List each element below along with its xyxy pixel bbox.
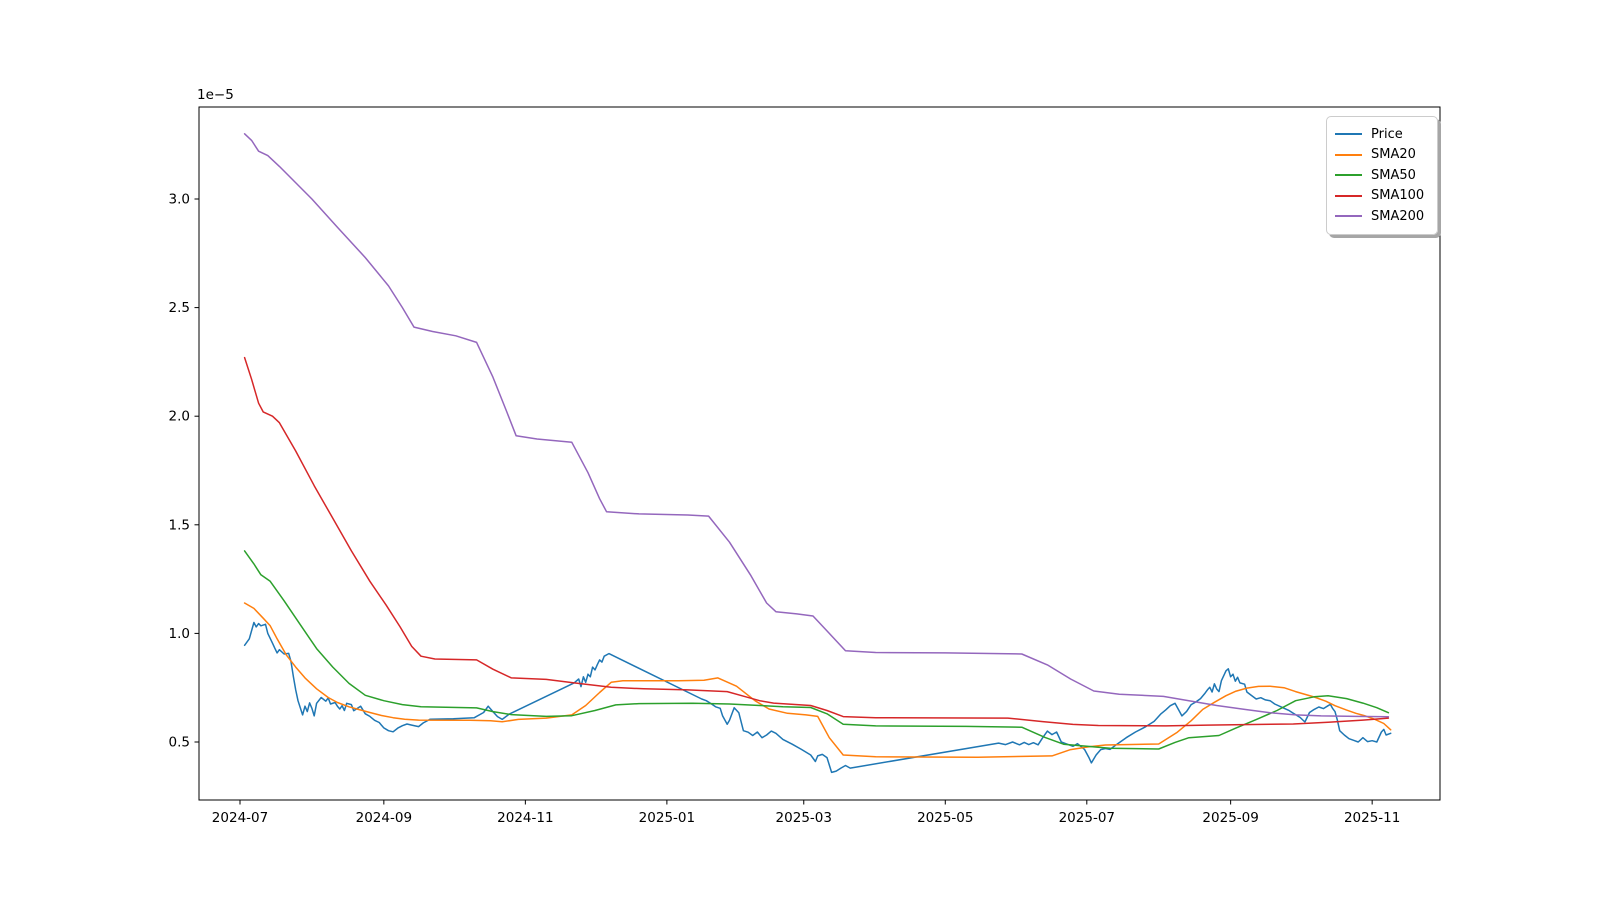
legend-entry-sma100: SMA100	[1335, 186, 1428, 207]
legend-label: SMA100	[1371, 188, 1425, 204]
legend: Price SMA20 SMA50 SMA100 SMA200	[1326, 116, 1438, 235]
legend-line-sample-sma20	[1335, 153, 1362, 156]
series-line-sma20	[243, 602, 1392, 758]
legend-line-sample-sma100	[1335, 194, 1362, 197]
legend-entry-sma200: SMA200	[1335, 206, 1428, 227]
legend-label: SMA50	[1371, 167, 1416, 183]
series-line-sma200	[243, 133, 1390, 718]
series-line-sma100	[243, 356, 1390, 727]
legend-label: SMA20	[1371, 147, 1416, 163]
x-axis-tick-label: 2025-07	[1059, 810, 1115, 826]
y-axis-tick-label: 1.5	[169, 517, 190, 533]
legend-label: SMA200	[1371, 208, 1425, 224]
y-axis-tick-label: 1.0	[169, 626, 190, 642]
y-axis-tick-label: 2.0	[169, 409, 190, 425]
legend-entry-price: Price	[1335, 124, 1428, 145]
y-axis-tick-label: 3.0	[169, 192, 190, 208]
x-axis-tick-label: 2025-09	[1202, 810, 1258, 826]
legend-line-sample-price	[1335, 133, 1362, 136]
x-axis-tick-label: 2025-03	[776, 810, 832, 826]
series-line-price	[243, 621, 1392, 774]
axes-layer: 2024-07 2024-09 2024-11 2025-01 2025-03 2025-…	[169, 106, 1441, 826]
legend-entry-sma50: SMA50	[1335, 165, 1428, 186]
series-line-sma50	[243, 550, 1390, 750]
x-axis-tick-label: 2024-07	[212, 810, 268, 826]
x-axis-tick-label: 2025-05	[917, 810, 973, 826]
x-axis-tick-label: 2024-11	[497, 810, 553, 826]
y-axis-offset-label: 1e−5	[197, 87, 234, 103]
x-axis-tick-label: 2025-01	[639, 810, 695, 826]
x-axis-tick-label: 2024-09	[356, 810, 412, 826]
x-axis-tick-label: 2025-11	[1344, 810, 1400, 826]
legend-label: Price	[1371, 126, 1403, 142]
legend-line-sample-sma200	[1335, 215, 1362, 218]
legend-line-sample-sma50	[1335, 174, 1362, 177]
y-axis-tick-label: 2.5	[169, 300, 190, 316]
axes-frame	[198, 106, 1441, 801]
legend-entry-sma20: SMA20	[1335, 145, 1428, 166]
y-axis-tick-label: 0.5	[169, 735, 190, 751]
series-layer	[243, 133, 1392, 774]
